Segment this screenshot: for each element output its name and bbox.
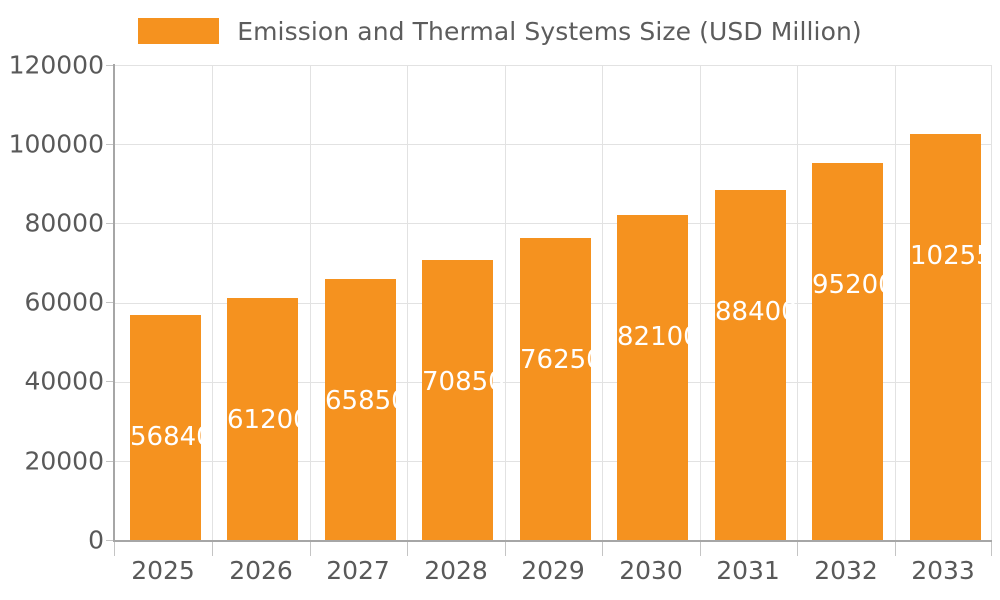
bar-2028[interactable] [422, 260, 493, 540]
x-tick-mark-3 [407, 542, 408, 556]
x-tick-label-2025: 2025 [131, 556, 195, 585]
y-tick-mark-120000 [106, 65, 114, 66]
bar-2027[interactable] [325, 279, 396, 540]
y-tick-label-120000: 120000 [8, 50, 104, 80]
gridline-x-1 [212, 65, 213, 540]
x-tick-label-2027: 2027 [326, 556, 390, 585]
x-tick-label-2028: 2028 [424, 556, 488, 585]
y-tick-mark-60000 [106, 302, 114, 303]
y-tick-label-20000: 20000 [24, 446, 104, 476]
gridline-x-2 [310, 65, 311, 540]
x-tick-mark-0 [114, 542, 115, 556]
bar-2025[interactable] [130, 315, 201, 540]
chart-legend: Emission and Thermal Systems Size (USD M… [0, 0, 1000, 62]
y-tick-mark-100000 [106, 144, 114, 145]
gridline-y-120000 [114, 65, 992, 66]
y-tick-label-60000: 60000 [24, 287, 104, 317]
gridline-x-8 [895, 65, 896, 540]
gridline-x-6 [700, 65, 701, 540]
bar-2031[interactable] [715, 190, 786, 540]
x-tick-mark-5 [602, 542, 603, 556]
gridline-x-5 [602, 65, 603, 540]
x-tick-mark-2 [310, 542, 311, 556]
gridline-x-7 [797, 65, 798, 540]
bar-2026[interactable] [227, 298, 298, 540]
legend-color-swatch-icon [138, 18, 220, 44]
gridline-x-4 [505, 65, 506, 540]
y-tick-mark-40000 [106, 381, 114, 382]
x-tick-label-2032: 2032 [814, 556, 878, 585]
legend-item-emission-thermal-systems[interactable]: Emission and Thermal Systems Size (USD M… [138, 17, 862, 46]
y-tick-mark-80000 [106, 223, 114, 224]
gridline-x-9 [991, 65, 992, 540]
y-tick-mark-0 [106, 540, 114, 541]
y-axis-line [113, 64, 115, 542]
gridline-y-100000 [114, 144, 992, 145]
y-tick-mark-20000 [106, 461, 114, 462]
x-tick-mark-8 [895, 542, 896, 556]
legend-label: Emission and Thermal Systems Size (USD M… [237, 16, 862, 46]
x-tick-label-2031: 2031 [716, 556, 780, 585]
gridline-y-80000 [114, 223, 992, 224]
bar-2029[interactable] [520, 238, 591, 540]
bar-2030[interactable] [617, 215, 688, 540]
x-tick-mark-7 [797, 542, 798, 556]
y-tick-label-80000: 80000 [24, 208, 104, 238]
y-axis-tick-labels: 0 20000 40000 60000 80000 100000 120000 [0, 0, 104, 600]
plot-area: 56840 61200 65850 70850 76250 82100 8840… [114, 65, 1000, 541]
bar-2033[interactable] [910, 134, 981, 540]
x-tick-label-2033: 2033 [911, 556, 975, 585]
bar-2032[interactable] [812, 163, 883, 540]
x-axis-line [114, 540, 992, 542]
y-tick-label-0: 0 [88, 525, 104, 555]
y-tick-label-40000: 40000 [24, 366, 104, 396]
x-tick-label-2029: 2029 [521, 556, 585, 585]
gridline-x-3 [407, 65, 408, 540]
x-tick-mark-6 [700, 542, 701, 556]
x-tick-mark-9 [991, 542, 992, 556]
x-tick-mark-1 [212, 542, 213, 556]
x-tick-label-2030: 2030 [619, 556, 683, 585]
y-tick-label-100000: 100000 [8, 129, 104, 159]
x-tick-label-2026: 2026 [229, 556, 293, 585]
x-tick-mark-4 [505, 542, 506, 556]
